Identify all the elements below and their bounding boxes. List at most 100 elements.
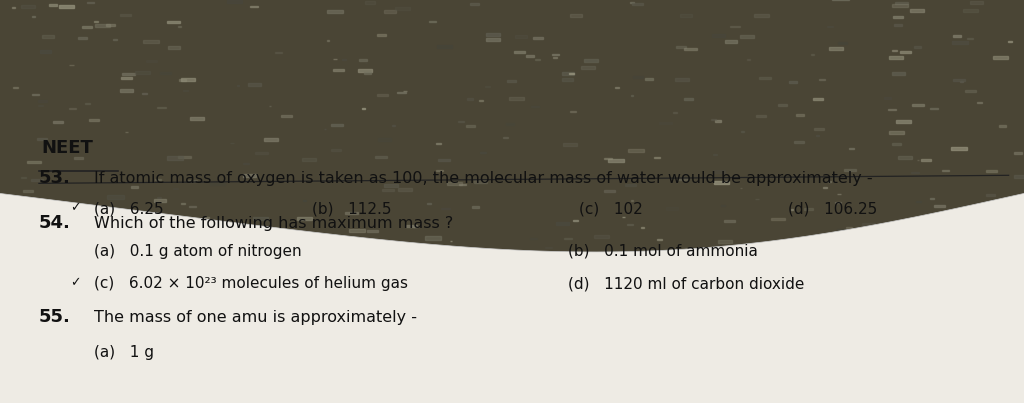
Bar: [23, 190, 33, 191]
Bar: [78, 37, 87, 39]
Bar: [985, 194, 994, 196]
Bar: [168, 46, 180, 49]
Bar: [942, 170, 949, 171]
Bar: [32, 94, 39, 95]
Bar: [11, 223, 27, 226]
Bar: [515, 35, 526, 37]
Bar: [531, 106, 539, 107]
Bar: [264, 138, 279, 141]
Bar: [759, 77, 771, 79]
Bar: [994, 212, 1009, 214]
Bar: [248, 83, 261, 86]
Bar: [999, 125, 1006, 127]
Bar: [365, 2, 376, 4]
Text: The mass of one amu is approximately -: The mass of one amu is approximately -: [94, 310, 417, 325]
Bar: [120, 14, 131, 16]
Bar: [436, 143, 440, 144]
Bar: [552, 54, 559, 55]
Bar: [40, 50, 51, 52]
Bar: [952, 41, 968, 44]
Text: 55.: 55.: [39, 308, 71, 326]
Bar: [87, 2, 94, 4]
Bar: [486, 38, 500, 41]
Bar: [135, 71, 150, 75]
Bar: [437, 45, 452, 48]
Bar: [715, 120, 721, 122]
Bar: [196, 251, 204, 252]
Bar: [377, 94, 388, 96]
Bar: [974, 221, 982, 222]
Bar: [480, 152, 486, 153]
Bar: [13, 87, 18, 88]
Bar: [226, 0, 242, 3]
Bar: [506, 123, 514, 125]
Bar: [911, 172, 919, 173]
Bar: [568, 73, 574, 74]
Bar: [425, 237, 441, 240]
Bar: [189, 117, 204, 120]
Bar: [327, 10, 343, 13]
Bar: [246, 241, 250, 242]
Bar: [912, 104, 924, 106]
Bar: [711, 118, 716, 120]
Bar: [279, 254, 294, 257]
Bar: [509, 97, 523, 100]
Bar: [900, 51, 911, 53]
Bar: [42, 35, 54, 38]
Bar: [811, 54, 814, 55]
Bar: [993, 56, 1009, 59]
Bar: [105, 24, 115, 25]
Bar: [713, 154, 717, 155]
Bar: [930, 108, 938, 109]
Bar: [923, 249, 929, 250]
Bar: [562, 79, 573, 81]
Bar: [114, 39, 117, 40]
Bar: [440, 208, 450, 210]
Bar: [771, 218, 785, 220]
Bar: [892, 143, 901, 145]
Bar: [657, 253, 669, 255]
Bar: [754, 14, 769, 17]
Bar: [157, 106, 166, 108]
Bar: [725, 40, 737, 43]
Bar: [827, 181, 831, 182]
Bar: [205, 217, 209, 218]
Bar: [467, 98, 473, 100]
Bar: [438, 159, 450, 161]
Bar: [730, 26, 740, 27]
Bar: [458, 121, 464, 123]
Bar: [154, 199, 166, 202]
Bar: [608, 159, 625, 162]
Bar: [888, 109, 896, 110]
Bar: [849, 148, 854, 149]
Bar: [333, 58, 337, 59]
Bar: [365, 73, 371, 74]
Bar: [31, 179, 43, 181]
Bar: [993, 235, 1005, 237]
Bar: [82, 26, 92, 27]
Bar: [968, 38, 973, 39]
Bar: [628, 150, 643, 152]
Bar: [632, 3, 643, 5]
Bar: [959, 81, 963, 82]
Bar: [395, 7, 411, 10]
Bar: [53, 121, 62, 123]
Bar: [131, 186, 138, 188]
Bar: [963, 9, 978, 12]
Bar: [49, 4, 57, 6]
Bar: [435, 170, 443, 171]
Bar: [211, 231, 217, 233]
Bar: [103, 256, 106, 257]
Bar: [69, 108, 76, 110]
Bar: [631, 200, 633, 201]
Text: (c)   102: (c) 102: [579, 202, 642, 216]
Text: ✓: ✓: [70, 202, 80, 214]
Bar: [253, 217, 267, 220]
Bar: [712, 34, 725, 37]
Text: 53.: 53.: [39, 169, 71, 187]
Bar: [973, 220, 987, 223]
Bar: [359, 60, 367, 61]
Bar: [1017, 241, 1024, 243]
Bar: [944, 238, 949, 239]
Bar: [255, 152, 268, 154]
